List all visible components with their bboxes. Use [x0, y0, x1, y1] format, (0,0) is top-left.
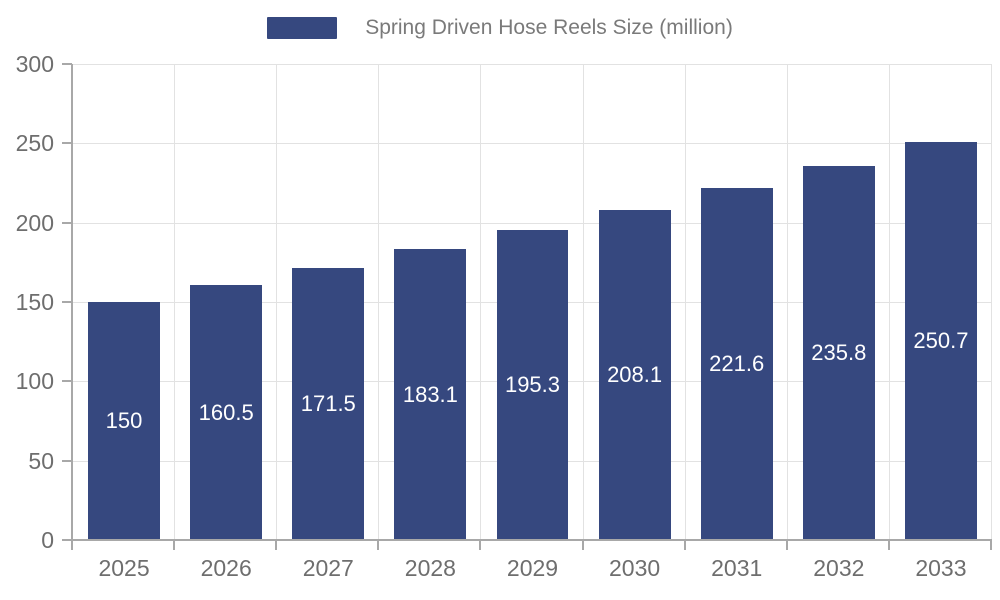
x-tick-label: 2030 — [609, 555, 661, 581]
bar-value-label: 221.6 — [709, 351, 765, 377]
x-tick-label: 2029 — [506, 555, 559, 581]
v-gridline — [480, 64, 482, 540]
v-gridline — [174, 64, 176, 540]
y-tick-label: 300 — [15, 51, 54, 77]
bar[interactable]: 221.6 — [700, 188, 773, 540]
bar-value-label: 160.5 — [198, 399, 254, 425]
x-tick — [581, 541, 584, 550]
y-tick — [62, 63, 72, 65]
x-tick-label: 2026 — [200, 555, 252, 581]
legend[interactable]: Spring Driven Hose Reels Size (million) — [0, 16, 1000, 40]
x-tick — [683, 541, 686, 550]
y-tick-label: 0 — [41, 527, 54, 553]
v-gridline — [276, 64, 278, 540]
y-tick — [62, 459, 72, 462]
bar-value-label: 195.3 — [504, 372, 561, 398]
x-tick-label: 2028 — [404, 555, 456, 581]
bar-value-label: 171.5 — [300, 390, 356, 416]
v-gridline — [378, 64, 380, 540]
x-tick-label: 2033 — [915, 555, 967, 581]
y-tick-label: 150 — [15, 289, 54, 315]
bar-value-label: 235.8 — [811, 339, 867, 365]
x-tick — [275, 541, 278, 550]
v-gridline — [582, 64, 584, 540]
plot-area: 150 160.5 171.5 183.1 195.3 208.1 221.6 235.8 25… — [73, 64, 992, 540]
y-tick-label: 200 — [15, 209, 54, 236]
v-gridline — [684, 64, 686, 540]
v-gridline — [991, 64, 992, 540]
v-gridline — [786, 64, 788, 540]
y-tick — [62, 221, 72, 224]
x-axis-line — [71, 539, 992, 541]
h-gridline — [73, 64, 992, 65]
bar[interactable]: 171.5 — [292, 267, 365, 540]
bar-value-label: 183.1 — [402, 381, 458, 407]
h-gridline — [73, 222, 992, 224]
bar[interactable]: 195.3 — [496, 230, 569, 540]
bar[interactable]: 160.5 — [190, 285, 263, 540]
bar-value-label: 250.7 — [913, 328, 969, 354]
x-tick-label: 2027 — [302, 555, 354, 581]
h-gridline — [73, 143, 992, 145]
legend-swatch-icon — [267, 17, 338, 39]
v-gridline — [888, 64, 890, 540]
y-tick — [62, 142, 72, 145]
legend-label: Spring Driven Hose Reels Size (million) — [365, 16, 733, 39]
x-tick-label: 2025 — [98, 555, 150, 581]
bar-value-label: 208.1 — [607, 361, 663, 387]
x-tick-label: 2032 — [813, 555, 865, 581]
x-tick — [71, 541, 73, 550]
y-tick-label: 100 — [15, 368, 54, 395]
x-tick — [173, 541, 176, 550]
x-tick — [785, 541, 788, 550]
bar[interactable]: 235.8 — [802, 165, 875, 540]
y-tick — [62, 301, 72, 303]
y-tick — [62, 380, 72, 383]
bar-value-label: 150 — [105, 408, 143, 433]
y-tick-label: 50 — [28, 447, 54, 474]
bar[interactable]: 150 — [88, 302, 161, 540]
x-tick — [887, 541, 890, 550]
bar[interactable]: 208.1 — [598, 209, 671, 540]
x-tick — [990, 541, 992, 550]
bar[interactable]: 183.1 — [394, 249, 467, 540]
x-tick — [479, 541, 482, 550]
y-tick-label: 250 — [15, 130, 54, 157]
y-axis-line — [71, 64, 73, 542]
bar[interactable]: 250.7 — [904, 142, 977, 540]
x-tick-label: 2031 — [711, 555, 763, 581]
x-tick — [377, 541, 380, 550]
y-tick — [62, 539, 72, 541]
